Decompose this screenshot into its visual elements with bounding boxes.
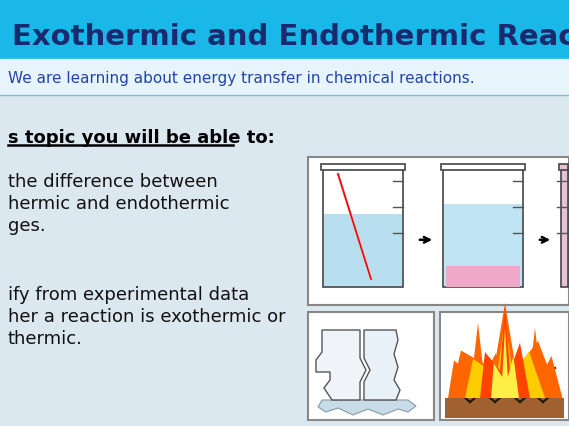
Bar — [321, 164, 405, 170]
Text: Exothermic and Endothermic React: Exothermic and Endothermic React — [12, 23, 569, 51]
Polygon shape — [318, 400, 416, 415]
Bar — [0, 0, 569, 60]
Text: We are learning about energy transfer in chemical reactions.: We are learning about energy transfer in… — [8, 70, 475, 85]
Polygon shape — [316, 330, 366, 400]
Polygon shape — [364, 330, 400, 400]
Bar — [440, 312, 569, 420]
Bar — [323, 170, 403, 287]
Bar — [308, 312, 434, 420]
Bar — [446, 266, 520, 287]
Text: hermic and endothermic: hermic and endothermic — [8, 195, 229, 213]
Bar — [324, 214, 402, 286]
Bar — [308, 158, 569, 305]
Polygon shape — [480, 306, 530, 398]
Text: her a reaction is exothermic or: her a reaction is exothermic or — [8, 307, 286, 325]
Text: thermic.: thermic. — [8, 329, 83, 347]
Bar — [445, 398, 564, 418]
Bar — [467, 368, 473, 398]
Text: s topic you will be able to:: s topic you will be able to: — [8, 129, 275, 147]
Text: the difference between: the difference between — [8, 173, 218, 190]
Bar — [559, 164, 568, 170]
Polygon shape — [448, 323, 508, 398]
Bar — [444, 205, 522, 286]
Polygon shape — [508, 328, 563, 398]
Polygon shape — [450, 303, 560, 398]
Bar — [0, 60, 569, 96]
Polygon shape — [491, 328, 519, 398]
Bar — [517, 368, 523, 398]
Text: ges.: ges. — [8, 216, 46, 234]
Bar — [561, 170, 568, 287]
Bar — [441, 164, 525, 170]
Text: ify from experimental data: ify from experimental data — [8, 285, 249, 303]
Bar — [492, 368, 498, 398]
Bar — [540, 368, 546, 398]
Bar — [0, 96, 569, 426]
Bar — [443, 170, 523, 287]
Polygon shape — [465, 320, 545, 398]
